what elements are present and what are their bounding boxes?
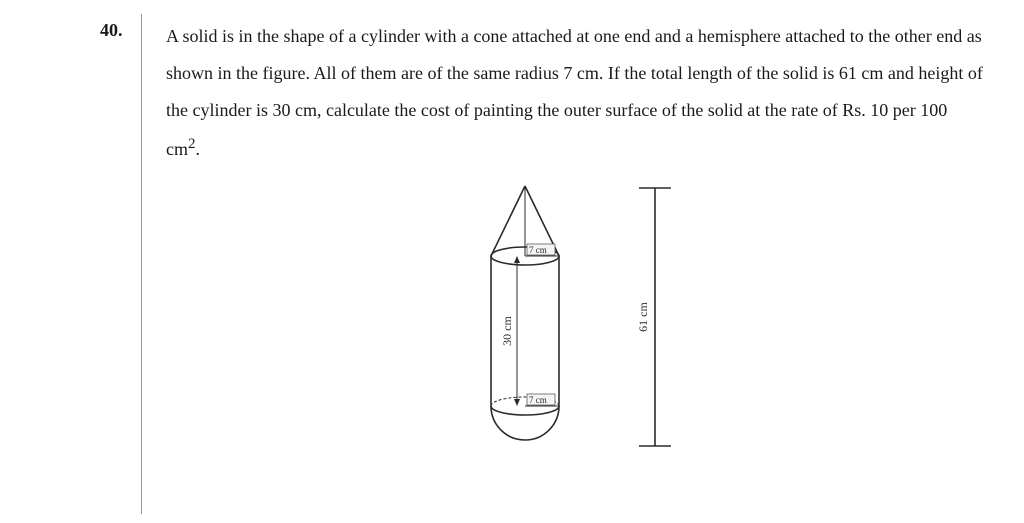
svg-text:7 cm: 7 cm	[529, 245, 547, 255]
unit-tail: .	[196, 139, 201, 159]
question-row: 40. A solid is in the shape of a cylinde…	[100, 18, 984, 486]
question-text: A solid is in the shape of a cylinder wi…	[166, 26, 983, 159]
unit-exponent: 2	[188, 136, 196, 152]
svg-text:7 cm: 7 cm	[529, 395, 547, 405]
figure-container: 7 cm 7 cm 30 cm 61 cm	[166, 176, 984, 486]
svg-text:30 cm: 30 cm	[500, 315, 514, 345]
svg-text:61 cm: 61 cm	[636, 301, 650, 331]
solid-figure: 7 cm 7 cm 30 cm 61 cm	[405, 176, 745, 486]
question-number: 40.	[100, 18, 148, 41]
page: 40. A solid is in the shape of a cylinde…	[0, 0, 1024, 523]
question-body: A solid is in the shape of a cylinder wi…	[148, 18, 984, 486]
